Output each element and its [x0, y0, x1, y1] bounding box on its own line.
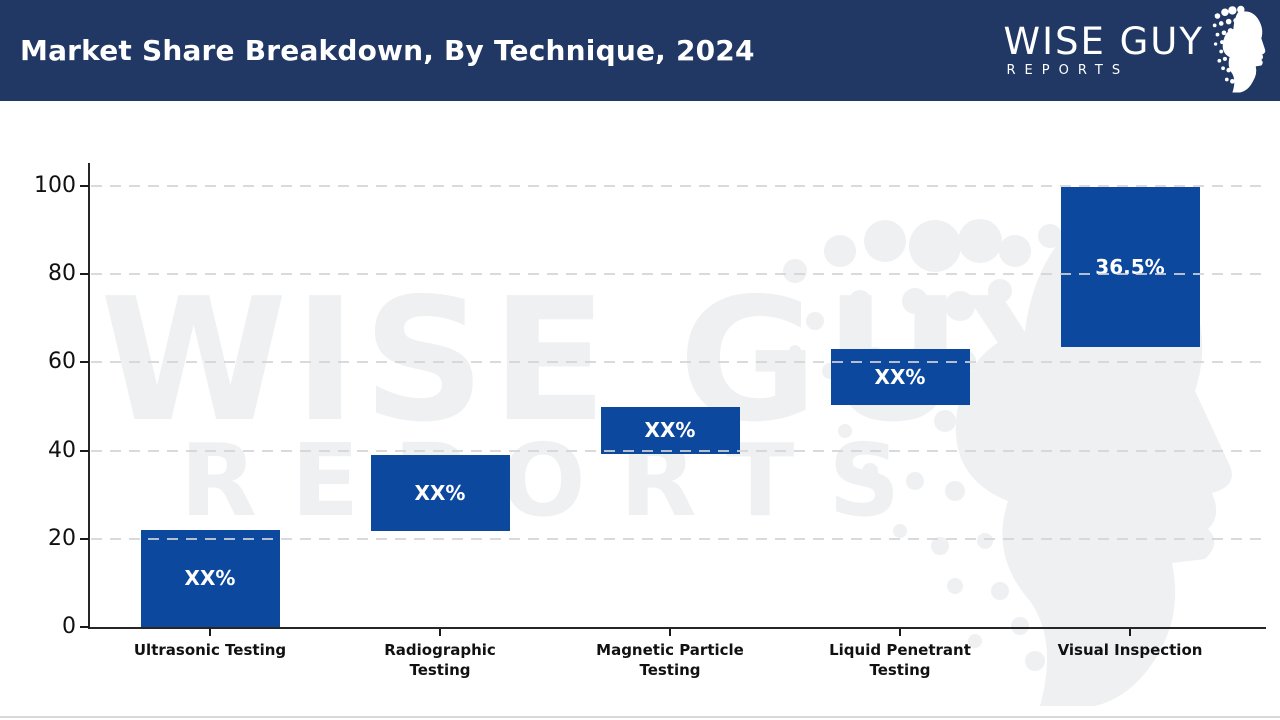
x-tick: [439, 629, 441, 636]
y-tick-20: [80, 537, 89, 540]
x-tick: [669, 629, 671, 636]
x-category-label: Ultrasonic Testing: [90, 640, 330, 660]
logo-wordmark: WISE GUY: [1003, 20, 1204, 63]
bar-segment: XX%: [140, 529, 280, 627]
bar-segment: XX%: [370, 455, 510, 532]
logo-text: WISE GUY REPORTS: [1004, 23, 1204, 78]
x-category-label-line: Testing: [869, 661, 931, 679]
x-category-label-line: Ultrasonic Testing: [133, 641, 287, 659]
y-tick-label-80: 80: [48, 261, 76, 287]
x-category-label: Radiographic Testing: [320, 640, 560, 680]
header-bar: Market Share Breakdown, By Technique, 20…: [0, 0, 1280, 101]
bar-segment: XX%: [830, 349, 970, 406]
x-category-label-line: Liquid Penetrant: [829, 641, 971, 659]
x-category-label: Liquid Penetrant Testing: [780, 640, 1020, 680]
bar-value-label: XX%: [644, 418, 696, 443]
gridline-y-20: [91, 537, 1266, 540]
chart-title: Market Share Breakdown, By Technique, 20…: [20, 34, 755, 67]
gridline-y-80: [91, 273, 1266, 276]
bar-segment: XX%: [600, 406, 740, 454]
x-category-label: Magnetic Particle Testing: [550, 640, 790, 680]
bar-value-label: XX%: [184, 566, 236, 591]
dot-face-profile-icon: [1212, 5, 1266, 93]
y-axis-spine: [88, 163, 90, 629]
wise-guy-reports-logo: WISE GUY REPORTS: [1004, 5, 1280, 97]
x-category-label-line: Testing: [639, 661, 701, 679]
bar-value-label: XX%: [414, 481, 466, 506]
watermark-subtitle: REPORTS: [180, 422, 935, 539]
bar-value-label: 36.5%: [1095, 254, 1165, 279]
footer-divider: [0, 716, 1280, 718]
y-tick-label-20: 20: [48, 525, 76, 551]
x-axis-spine: [88, 627, 1266, 629]
y-tick-label-100: 100: [34, 173, 76, 198]
x-tick: [899, 629, 901, 636]
y-tick-label-40: 40: [48, 437, 76, 463]
y-tick-label-0: 0: [62, 614, 76, 639]
y-tick-100: [80, 185, 89, 187]
logo-subtitle: REPORTS: [1006, 63, 1130, 78]
bar-value-label: XX%: [874, 365, 926, 390]
y-tick-label-60: 60: [48, 349, 76, 375]
bar-segment: 36.5%: [1060, 186, 1200, 347]
dot-face-profile-watermark: [762, 219, 1232, 706]
x-category-label: Visual Inspection: [1010, 640, 1250, 660]
x-category-label-line: Magnetic Particle: [596, 641, 744, 659]
y-tick-60: [80, 361, 89, 364]
y-tick-80: [80, 273, 89, 276]
gridline-y-100: [91, 185, 1266, 187]
x-tick: [209, 629, 211, 636]
x-category-label-line: Testing: [409, 661, 471, 679]
gridline-y-60: [91, 361, 1266, 364]
gridline-y-40: [91, 449, 1266, 452]
y-tick-40: [80, 449, 89, 452]
x-tick: [1129, 629, 1131, 636]
y-tick-0: [80, 626, 89, 628]
plot-area: WISE GUY REPORTS 0 20 40 60 80 100 XX% Ultrason…: [0, 101, 1280, 720]
x-category-label-line: Radiographic: [384, 641, 496, 659]
x-category-label-line: Visual Inspection: [1057, 641, 1203, 659]
